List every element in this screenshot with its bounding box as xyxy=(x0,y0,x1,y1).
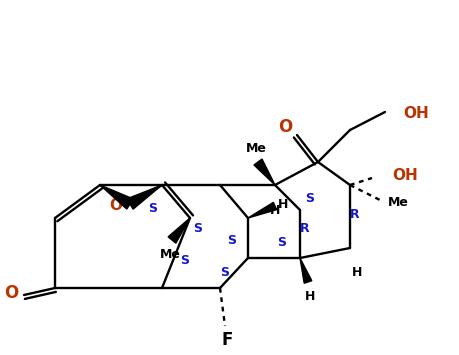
Text: S: S xyxy=(278,235,286,248)
Text: O: O xyxy=(278,118,292,136)
Polygon shape xyxy=(127,185,162,209)
Text: O: O xyxy=(4,284,18,302)
Text: F: F xyxy=(221,331,233,349)
Text: Me: Me xyxy=(246,142,266,155)
Polygon shape xyxy=(300,258,312,283)
Text: H: H xyxy=(278,198,288,212)
Text: S: S xyxy=(194,222,202,235)
Text: Me: Me xyxy=(160,247,180,261)
Polygon shape xyxy=(168,218,190,243)
Text: OH: OH xyxy=(403,106,429,121)
Text: O: O xyxy=(110,198,123,213)
Text: S: S xyxy=(180,253,190,267)
Text: H: H xyxy=(352,266,362,279)
Polygon shape xyxy=(248,202,277,218)
Polygon shape xyxy=(254,159,275,185)
Text: S: S xyxy=(149,202,157,214)
Text: Me: Me xyxy=(387,196,409,208)
Text: H: H xyxy=(270,203,280,217)
Text: R: R xyxy=(350,208,360,222)
Text: OH: OH xyxy=(392,169,418,184)
Text: H: H xyxy=(305,289,315,302)
Text: S: S xyxy=(220,266,230,279)
Text: S: S xyxy=(228,234,236,246)
Polygon shape xyxy=(100,185,133,209)
Text: R: R xyxy=(300,222,310,235)
Text: S: S xyxy=(306,191,314,204)
